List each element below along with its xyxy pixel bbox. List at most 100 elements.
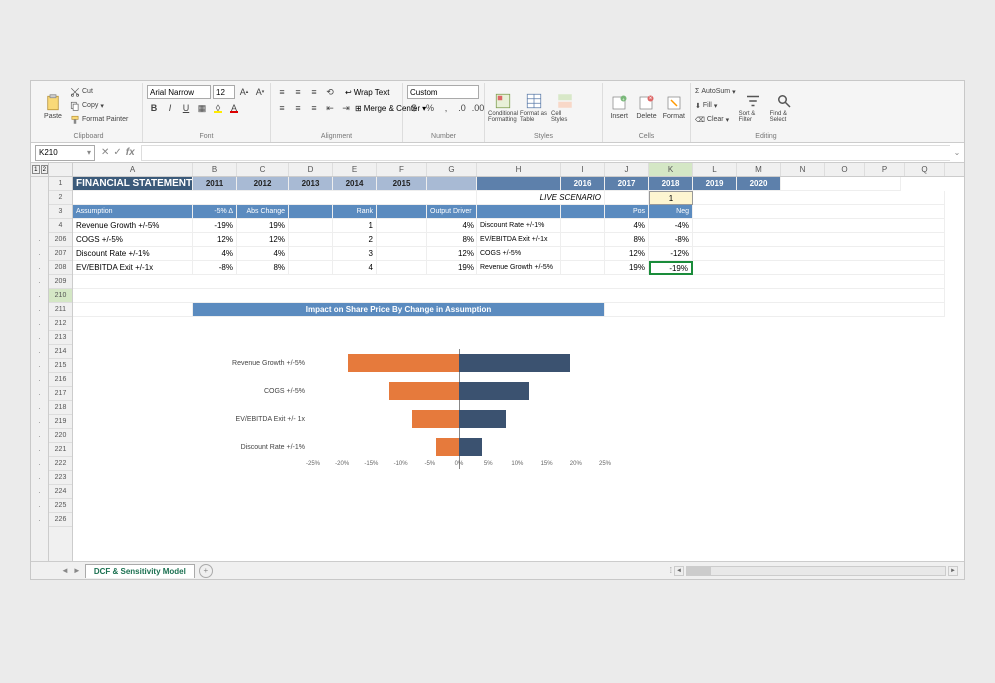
wrap-text-button[interactable]: ↩ Wrap Text bbox=[345, 86, 389, 99]
financial-statements-title[interactable]: FINANCIAL STATEMENTS bbox=[73, 177, 193, 191]
output-driver-cell[interactable]: Revenue Growth +/-5% bbox=[477, 261, 561, 275]
outline-1-button[interactable]: 1 bbox=[32, 165, 40, 174]
cell[interactable] bbox=[561, 233, 605, 247]
live-scenario-value[interactable]: 1 bbox=[649, 191, 693, 205]
column-header-P[interactable]: P bbox=[865, 163, 905, 176]
abs-cell[interactable]: 4% bbox=[237, 247, 289, 261]
increase-decimal-button[interactable]: .0 bbox=[455, 101, 469, 115]
cancel-formula-icon[interactable]: ✕ bbox=[101, 147, 109, 158]
cell[interactable] bbox=[561, 261, 605, 275]
row-header[interactable]: 219 bbox=[49, 415, 72, 429]
underline-button[interactable]: U bbox=[179, 101, 193, 115]
pos-cell[interactable]: 8% bbox=[605, 233, 649, 247]
align-bottom-button[interactable]: ≡ bbox=[307, 85, 321, 99]
row-header[interactable]: 2 bbox=[49, 191, 72, 205]
cell[interactable] bbox=[289, 247, 333, 261]
column-header-K[interactable]: K bbox=[649, 163, 693, 176]
increase-indent-button[interactable]: ⇥ bbox=[339, 101, 353, 115]
decrease-decimal-button[interactable]: .00 bbox=[471, 101, 485, 115]
th-blank[interactable] bbox=[377, 205, 427, 219]
row-header[interactable]: 207 bbox=[49, 247, 72, 261]
output-driver-cell[interactable]: COGS +/-5% bbox=[477, 247, 561, 261]
format-button[interactable]: Format bbox=[662, 85, 686, 129]
conditional-formatting-button[interactable]: Conditional Formatting bbox=[489, 85, 517, 129]
align-center-button[interactable]: ≡ bbox=[291, 101, 305, 115]
formula-input[interactable] bbox=[141, 145, 950, 161]
year-header[interactable]: 2020 bbox=[737, 177, 781, 191]
cell[interactable] bbox=[427, 177, 477, 191]
th-pos[interactable]: Pos bbox=[605, 205, 649, 219]
row-header[interactable]: 220 bbox=[49, 429, 72, 443]
cell[interactable] bbox=[693, 191, 945, 205]
chart-title[interactable]: Impact on Share Price By Change in Assum… bbox=[193, 303, 605, 317]
delta-cell[interactable]: -8% bbox=[193, 261, 237, 275]
row-header[interactable]: 225 bbox=[49, 499, 72, 513]
cell[interactable] bbox=[781, 177, 901, 191]
year-header[interactable]: 2017 bbox=[605, 177, 649, 191]
row-header[interactable]: 212 bbox=[49, 317, 72, 331]
fill-color-button[interactable]: ◊ bbox=[211, 101, 225, 115]
delta-cell[interactable]: -19% bbox=[193, 219, 237, 233]
cell[interactable] bbox=[73, 485, 945, 499]
cell[interactable] bbox=[73, 317, 945, 331]
row-header[interactable]: 216 bbox=[49, 373, 72, 387]
assumption-cell[interactable]: COGS +/-5% bbox=[73, 233, 193, 247]
cell[interactable] bbox=[693, 205, 945, 219]
font-color-button[interactable]: A bbox=[227, 101, 241, 115]
row-header[interactable]: 211 bbox=[49, 303, 72, 317]
rank-cell[interactable]: 4 bbox=[333, 261, 377, 275]
abs-cell[interactable]: 12% bbox=[237, 233, 289, 247]
hscroll-left-button[interactable]: ◄ bbox=[674, 566, 684, 576]
delta-cell[interactable]: 4% bbox=[193, 247, 237, 261]
row-header[interactable]: 206 bbox=[49, 233, 72, 247]
border-button[interactable]: ▦ bbox=[195, 101, 209, 115]
abs-cell[interactable]: 8% bbox=[237, 261, 289, 275]
expand-formula-icon[interactable]: ⌄ bbox=[950, 148, 964, 157]
year-header[interactable]: 2014 bbox=[333, 177, 377, 191]
font-size-select[interactable] bbox=[213, 85, 235, 99]
row-header[interactable]: 218 bbox=[49, 401, 72, 415]
hscroll-track[interactable] bbox=[686, 566, 946, 576]
column-header-E[interactable]: E bbox=[333, 163, 377, 176]
th-delta[interactable]: -5% Δ bbox=[193, 205, 237, 219]
row-header[interactable]: 226 bbox=[49, 513, 72, 527]
tab-nav-prev[interactable]: ◄ bbox=[61, 566, 69, 575]
row-header[interactable]: 210 bbox=[49, 289, 72, 303]
cell[interactable] bbox=[477, 205, 561, 219]
year-header[interactable]: 2011 bbox=[193, 177, 237, 191]
assumption-cell[interactable]: Revenue Growth +/-5% bbox=[73, 219, 193, 233]
neg-cell[interactable]: -4% bbox=[649, 219, 693, 233]
autosum-button[interactable]: Σ AutoSum ▾ bbox=[695, 85, 736, 98]
accounting-format-button[interactable]: $ bbox=[407, 101, 421, 115]
delete-button[interactable]: ×Delete bbox=[634, 85, 658, 129]
output-driver-cell[interactable]: Discount Rate +/-1% bbox=[477, 219, 561, 233]
pos-cell[interactable]: 19% bbox=[605, 261, 649, 275]
sheet-tab-active[interactable]: DCF & Sensitivity Model bbox=[85, 564, 195, 578]
delta-cell[interactable]: 12% bbox=[193, 233, 237, 247]
sort-filter-button[interactable]: Sort & Filter bbox=[739, 85, 767, 129]
number-format-select[interactable] bbox=[407, 85, 479, 99]
row-header[interactable]: 224 bbox=[49, 485, 72, 499]
assumption-cell[interactable]: EV/EBITDA Exit +/-1x bbox=[73, 261, 193, 275]
comma-format-button[interactable]: , bbox=[439, 101, 453, 115]
name-box[interactable]: K210▾ bbox=[35, 145, 95, 161]
year-header[interactable]: 2015 bbox=[377, 177, 427, 191]
row-header[interactable]: 208 bbox=[49, 261, 72, 275]
tab-nav-next[interactable]: ► bbox=[73, 566, 81, 575]
cell[interactable] bbox=[377, 261, 427, 275]
output-pct-cell[interactable]: 4% bbox=[427, 219, 477, 233]
italic-button[interactable]: I bbox=[163, 101, 177, 115]
format-painter-button[interactable]: Format Painter bbox=[70, 113, 128, 126]
copy-button[interactable]: Copy ▾ bbox=[70, 99, 128, 112]
cell[interactable] bbox=[605, 303, 945, 317]
insert-button[interactable]: +Insert bbox=[607, 85, 631, 129]
column-header-B[interactable]: B bbox=[193, 163, 237, 176]
cell[interactable] bbox=[73, 275, 945, 289]
cell[interactable] bbox=[73, 471, 945, 485]
row-header[interactable]: 213 bbox=[49, 331, 72, 345]
cell[interactable] bbox=[477, 177, 561, 191]
clear-button[interactable]: ⌫ Clear ▾ bbox=[695, 113, 736, 126]
cell[interactable] bbox=[605, 191, 649, 205]
column-header-G[interactable]: G bbox=[427, 163, 477, 176]
row-header[interactable]: 3 bbox=[49, 205, 72, 219]
